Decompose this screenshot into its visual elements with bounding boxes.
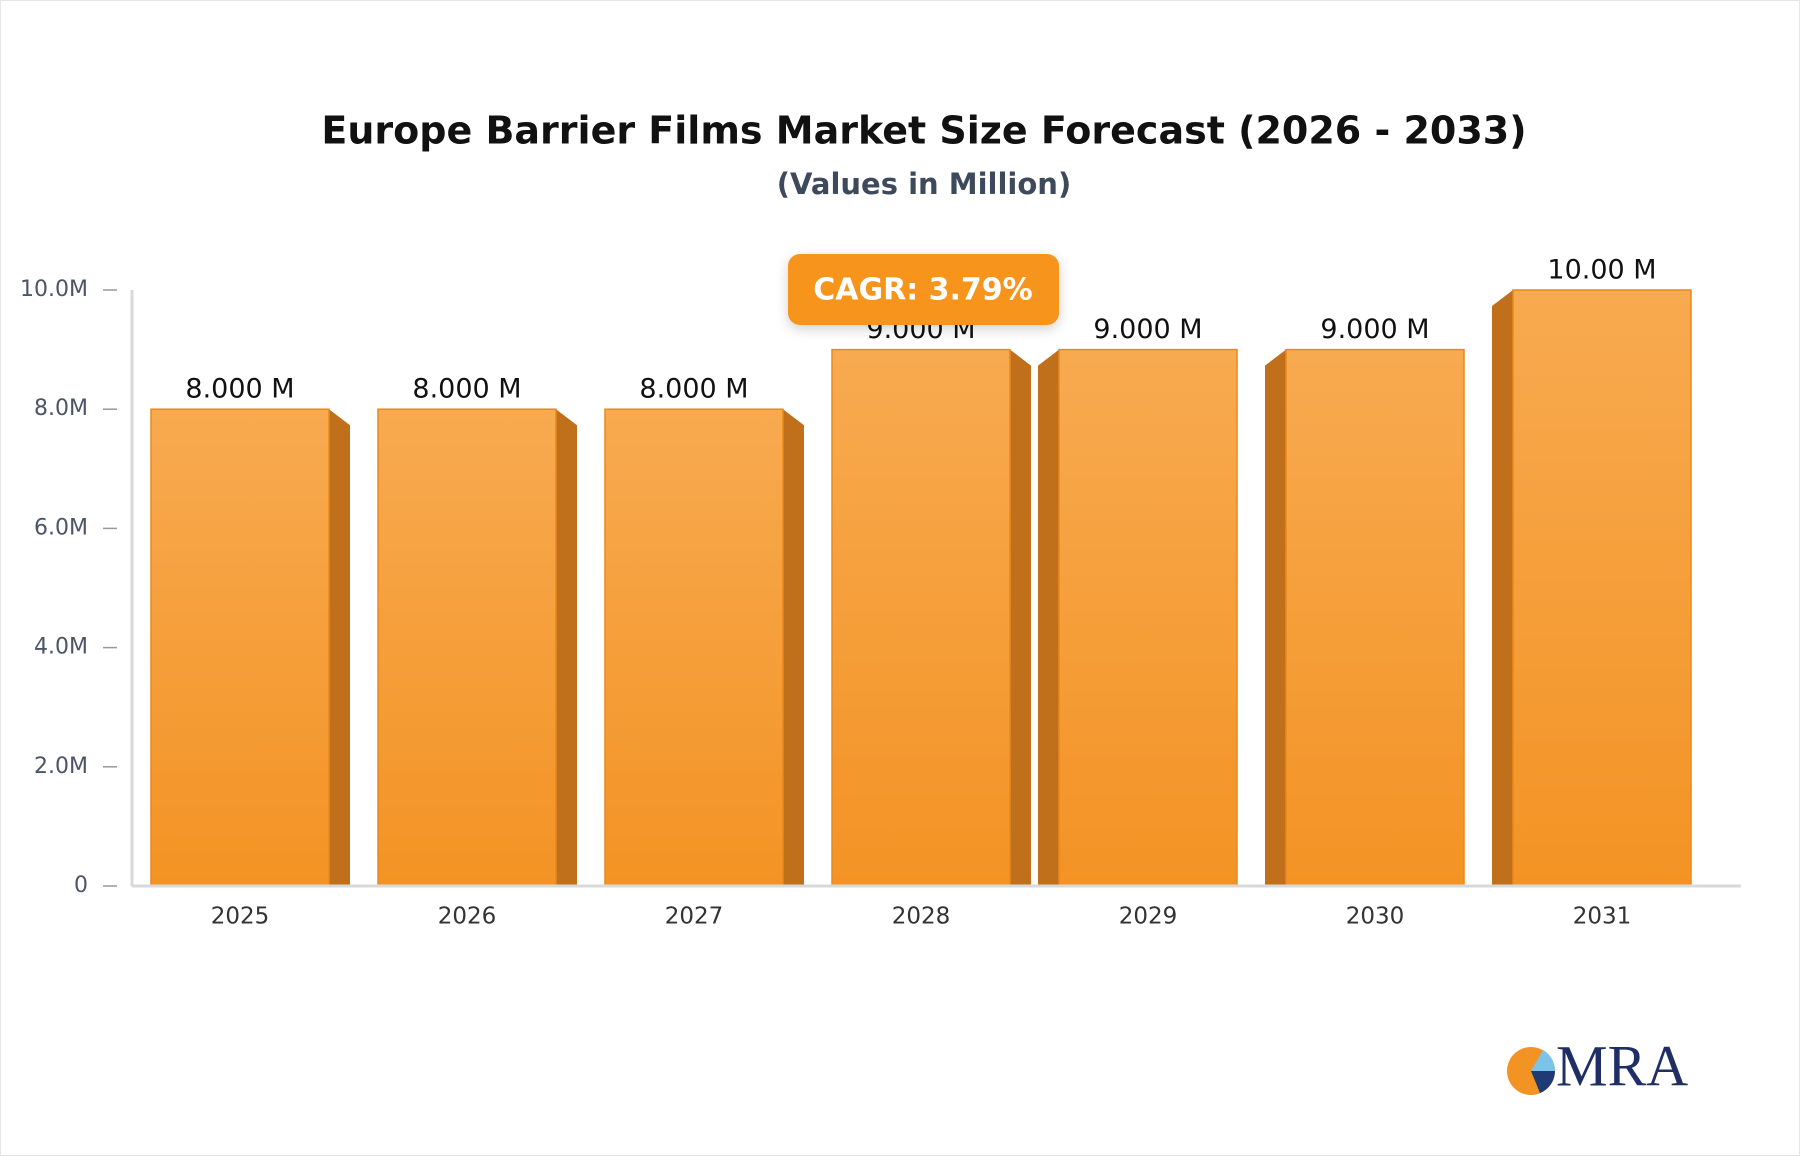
annotation: CAGR: 3.79% (813, 273, 1032, 308)
logo: MRA (1507, 1033, 1688, 1098)
logo-text: MRA (1556, 1033, 1688, 1098)
bar-side (556, 409, 577, 886)
bar-side (1010, 349, 1031, 887)
value-label: 8.000 M (412, 374, 521, 405)
y-tick-label: 10.0M (20, 277, 88, 302)
x-tick-label: 2025 (211, 904, 270, 930)
value-label: 9.000 M (1093, 314, 1202, 345)
bar (377, 408, 557, 887)
plot: 0 2.0M 4.0M 6.0M 8.0M 10.0M 2025 8.000 M 2026 8.0… (20, 254, 1741, 930)
y-tick-label: 2.0M (34, 754, 88, 779)
bar (604, 408, 784, 887)
bar-side (1265, 349, 1286, 887)
x-tick-label: 2031 (1573, 904, 1632, 930)
bar (1512, 289, 1692, 887)
value-label: 8.000 M (639, 374, 748, 405)
bar-side (783, 409, 804, 886)
logo-wedge (1531, 1050, 1556, 1071)
x-tick-label: 2026 (438, 904, 497, 930)
x-tick-label: 2027 (665, 904, 724, 930)
bar (1285, 348, 1465, 887)
y-tick-label: 6.0M (34, 515, 88, 540)
value-label: 9.000 M (1320, 314, 1429, 345)
bar-side (329, 409, 350, 886)
x-tick-label: 2030 (1346, 904, 1405, 930)
value-label: 8.000 M (185, 374, 294, 405)
y-tick-label: 4.0M (34, 635, 88, 660)
annotation-box (788, 254, 1059, 325)
logo-wedge (1531, 1071, 1555, 1093)
x-tick-label: 2028 (892, 904, 951, 930)
y-tick-label: 8.0M (34, 396, 88, 421)
value-label: 10.00 M (1547, 255, 1656, 286)
bar-side (1038, 349, 1059, 887)
bar-side (1492, 290, 1513, 886)
x-tick-label: 2029 (1119, 904, 1178, 930)
bar (1058, 348, 1238, 887)
chart-title: Europe Barrier Films Market Size Forecas… (321, 109, 1526, 153)
bar (831, 348, 1011, 887)
y-tick-label: 0 (74, 873, 88, 898)
chart-subtitle: (Values in Million) (777, 167, 1071, 201)
bar (150, 408, 330, 887)
